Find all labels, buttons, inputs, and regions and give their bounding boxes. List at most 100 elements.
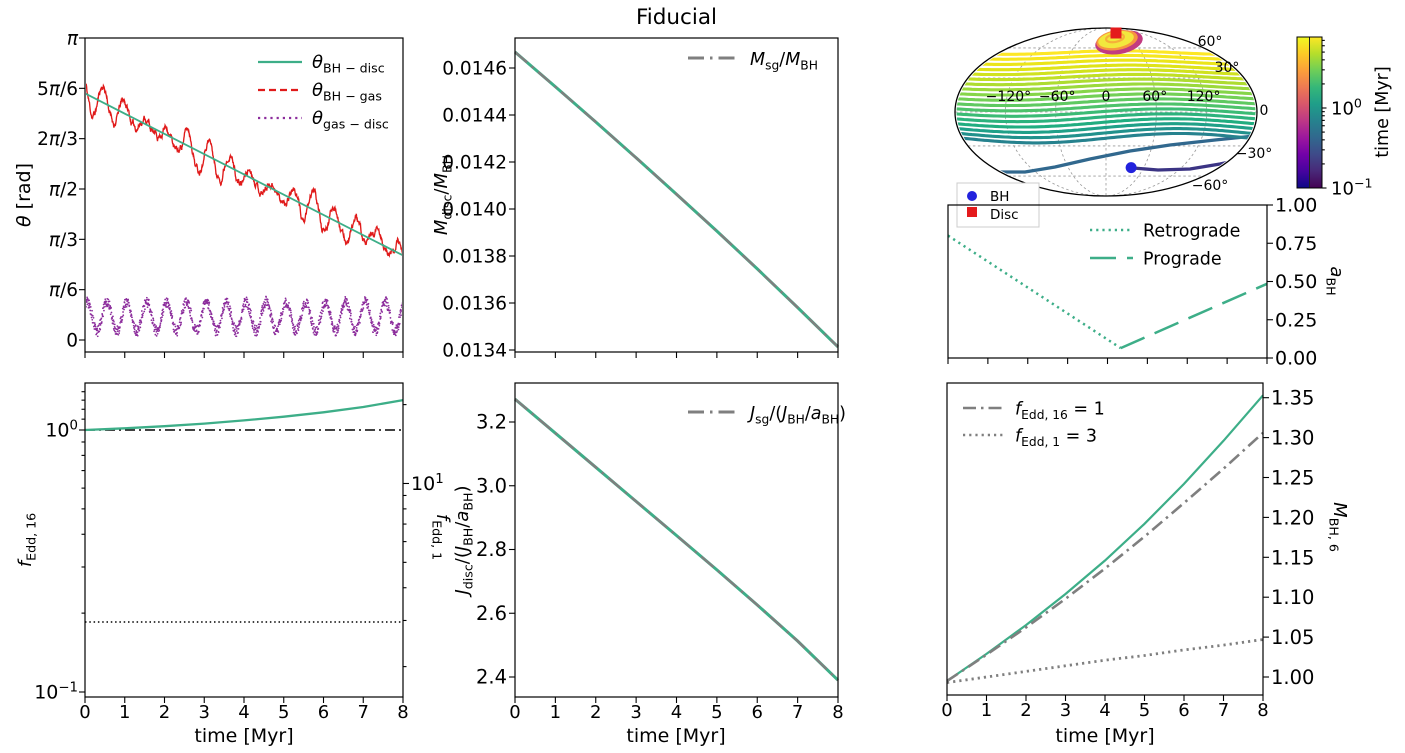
- lat-label: 0: [1260, 103, 1269, 119]
- y-tick-label: 0.75: [1275, 233, 1317, 255]
- y-tick-label: 2.8: [476, 538, 507, 561]
- x-tick-label: 7: [792, 702, 803, 723]
- y-tick-label: π/6: [49, 280, 78, 301]
- series-prograde: [1120, 282, 1268, 350]
- lon-label: 0: [1102, 89, 1111, 105]
- legend-label: Msg/MBH: [750, 50, 818, 72]
- trajectory-stripe: [956, 107, 1256, 118]
- y-tick-label: 5π/6: [37, 79, 78, 100]
- series-mdisc-mbh: [514, 50, 840, 348]
- lat-label: 60°: [1198, 34, 1223, 50]
- x-tick-label: 1: [119, 702, 130, 723]
- trajectory-stripe: [967, 72, 1245, 82]
- y-axis-label-angles: θ [rad]: [13, 163, 35, 227]
- x-tick-label: 6: [752, 702, 763, 723]
- x-tick-label: 0: [509, 702, 520, 723]
- trajectory-stripe: [958, 87, 1254, 97]
- trajectory-stripe: [956, 92, 1255, 102]
- lat-label: −60°: [1192, 178, 1229, 194]
- series-mbh-1: [946, 431, 1264, 683]
- x-tick-label: 8: [1257, 700, 1268, 721]
- colorbar-tick-label: 10−1: [1331, 176, 1372, 200]
- lat-label: 30°: [1215, 60, 1240, 76]
- axes-frame: [84, 37, 404, 353]
- series-mbh-0: [946, 394, 1264, 682]
- y-tick-label: 1.20: [1271, 506, 1314, 529]
- trajectory-stripe: [960, 82, 1252, 92]
- lon-label: −120°: [986, 89, 1031, 105]
- y-tick-label: 1.30: [1271, 427, 1314, 450]
- y-tick-label-right: 101: [411, 472, 444, 495]
- y-axis-label-mass: Mdisc/MBH: [431, 155, 455, 235]
- legend-label: fEdd, 1 = 3: [1015, 427, 1097, 449]
- trajectory-stripe: [963, 77, 1249, 87]
- x-tick-label: 1: [981, 700, 992, 721]
- series-theta-bh-disc: [86, 92, 402, 256]
- y-tick-label: 1.25: [1271, 467, 1314, 490]
- x-tick-label: 1: [550, 702, 561, 723]
- y-tick-label: 2.4: [476, 666, 507, 689]
- y-tick-label: 10−1: [34, 680, 78, 703]
- panel-angular-momentum: 2.4 2.6 2.8 3.0 3.2 0 1 2 3 4 5 6 7 8 time [Myr] Jdisc/…: [452, 382, 846, 747]
- lon-label: 60°: [1142, 89, 1167, 105]
- y-axis-label-spin: aBH: [1324, 266, 1348, 295]
- x-tick-label: 6: [318, 702, 329, 723]
- bh-legend-marker: [967, 191, 977, 201]
- y-tick-label: 1.00: [1275, 195, 1317, 217]
- disc-spiral-ring: [1098, 30, 1134, 49]
- legend-label: Prograde: [1143, 250, 1222, 270]
- y-tick-label: 0.0134: [442, 341, 507, 362]
- legend-label: θBH − disc: [312, 52, 385, 76]
- graticule-meridian: [1105, 27, 1208, 197]
- y-tick-label: 0.50: [1275, 271, 1317, 293]
- x-tick-label: 4: [1099, 700, 1110, 721]
- series-theta-gas-disc: [86, 295, 402, 338]
- trajectory-stripe: [956, 97, 1256, 108]
- x-tick-label: 3: [630, 702, 641, 723]
- trajectory-stripe: [956, 112, 1256, 124]
- x-tick-label: 7: [358, 702, 369, 723]
- y-tick-label: π: [67, 28, 79, 49]
- colorbar-label: time [Myr]: [1373, 66, 1393, 157]
- y-tick-label: 0.0144: [442, 106, 507, 127]
- angles-plot-area: [86, 82, 402, 338]
- trajectory-stripe: [960, 127, 1252, 140]
- x-tick-label: 8: [397, 702, 408, 723]
- x-tick-label: 5: [1139, 700, 1150, 721]
- legend-label: Jsg/(JBH/aBH): [747, 404, 846, 426]
- x-tick-label: 4: [671, 702, 682, 723]
- x-tick-label: 4: [238, 702, 249, 723]
- trajectory-stripe: [956, 117, 1256, 129]
- lon-label: −60°: [1039, 89, 1076, 105]
- figure-title: Fiducial: [636, 5, 717, 30]
- legend-label: BH: [990, 189, 1009, 205]
- x-tick-label: 8: [832, 702, 843, 723]
- y-tick-label: 2π/3: [37, 129, 78, 150]
- y-tick-label: 0.25: [1275, 309, 1317, 331]
- graticule-meridian: [1105, 27, 1157, 197]
- x-axis-label: time [Myr]: [1055, 725, 1154, 747]
- map-boundary: [954, 27, 1258, 197]
- y-tick-label: π/3: [49, 230, 78, 251]
- x-tick-label: 3: [199, 702, 210, 723]
- legend-label: Disc: [990, 207, 1019, 223]
- lon-label: 120°: [1187, 89, 1221, 105]
- disc-marker: [1110, 27, 1122, 39]
- x-axis-label: time [Myr]: [194, 725, 293, 747]
- y-axis-label-fedd16: fEdd, 16: [15, 513, 39, 567]
- legend-label: Retrograde: [1143, 222, 1240, 242]
- y-axis-label-jdisc: Jdisc/(JBH/aBH): [452, 485, 476, 597]
- trajectory-stripe: [971, 68, 1241, 77]
- y-tick-label: 0.0136: [442, 294, 507, 315]
- trajectory-stripe: [981, 58, 1231, 66]
- y-axis-label-fedd1: fEdd, 1: [430, 514, 454, 560]
- x-tick-label: 2: [1020, 700, 1031, 721]
- trajectory-stripe: [988, 53, 1224, 61]
- y-tick-label: 1.15: [1271, 546, 1314, 569]
- x-tick-label: 5: [711, 702, 722, 723]
- disc-legend-marker: [967, 207, 977, 217]
- series-mbh-2: [946, 638, 1264, 684]
- y-tick-label: 1.10: [1271, 586, 1314, 609]
